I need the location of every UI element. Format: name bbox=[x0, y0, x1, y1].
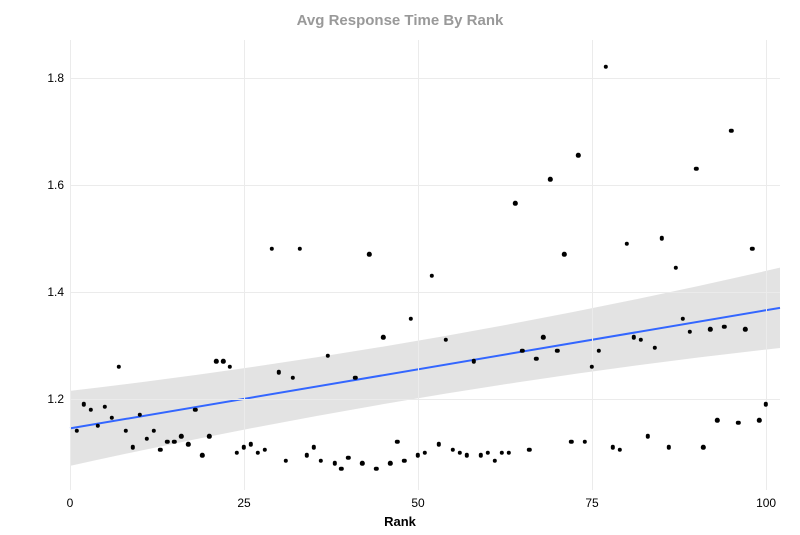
grid-line-v bbox=[244, 40, 245, 490]
grid-line-v bbox=[766, 40, 767, 490]
grid-line-h bbox=[70, 185, 780, 186]
x-tick-label: 75 bbox=[585, 496, 598, 510]
regression-line bbox=[70, 308, 780, 429]
y-tick-label: 1.8 bbox=[36, 71, 64, 85]
grid-line-v bbox=[592, 40, 593, 490]
y-tick-label: 1.2 bbox=[36, 392, 64, 406]
chart-title: Avg Response Time By Rank bbox=[0, 12, 800, 29]
confidence-ribbon bbox=[70, 268, 780, 466]
y-tick-label: 1.6 bbox=[36, 178, 64, 192]
x-tick-label: 0 bbox=[67, 496, 74, 510]
grid-line-v bbox=[70, 40, 71, 490]
plot-area bbox=[70, 40, 780, 490]
y-tick-label: 1.4 bbox=[36, 285, 64, 299]
grid-line-h bbox=[70, 292, 780, 293]
x-axis-label: Rank bbox=[0, 514, 800, 529]
scatter-chart: Avg Response Time By Rank Server Respons… bbox=[0, 0, 800, 535]
grid-line-h bbox=[70, 78, 780, 79]
grid-line-h bbox=[70, 399, 780, 400]
x-tick-label: 50 bbox=[411, 496, 424, 510]
x-tick-label: 25 bbox=[237, 496, 250, 510]
x-tick-label: 100 bbox=[756, 496, 776, 510]
grid-line-v bbox=[418, 40, 419, 490]
